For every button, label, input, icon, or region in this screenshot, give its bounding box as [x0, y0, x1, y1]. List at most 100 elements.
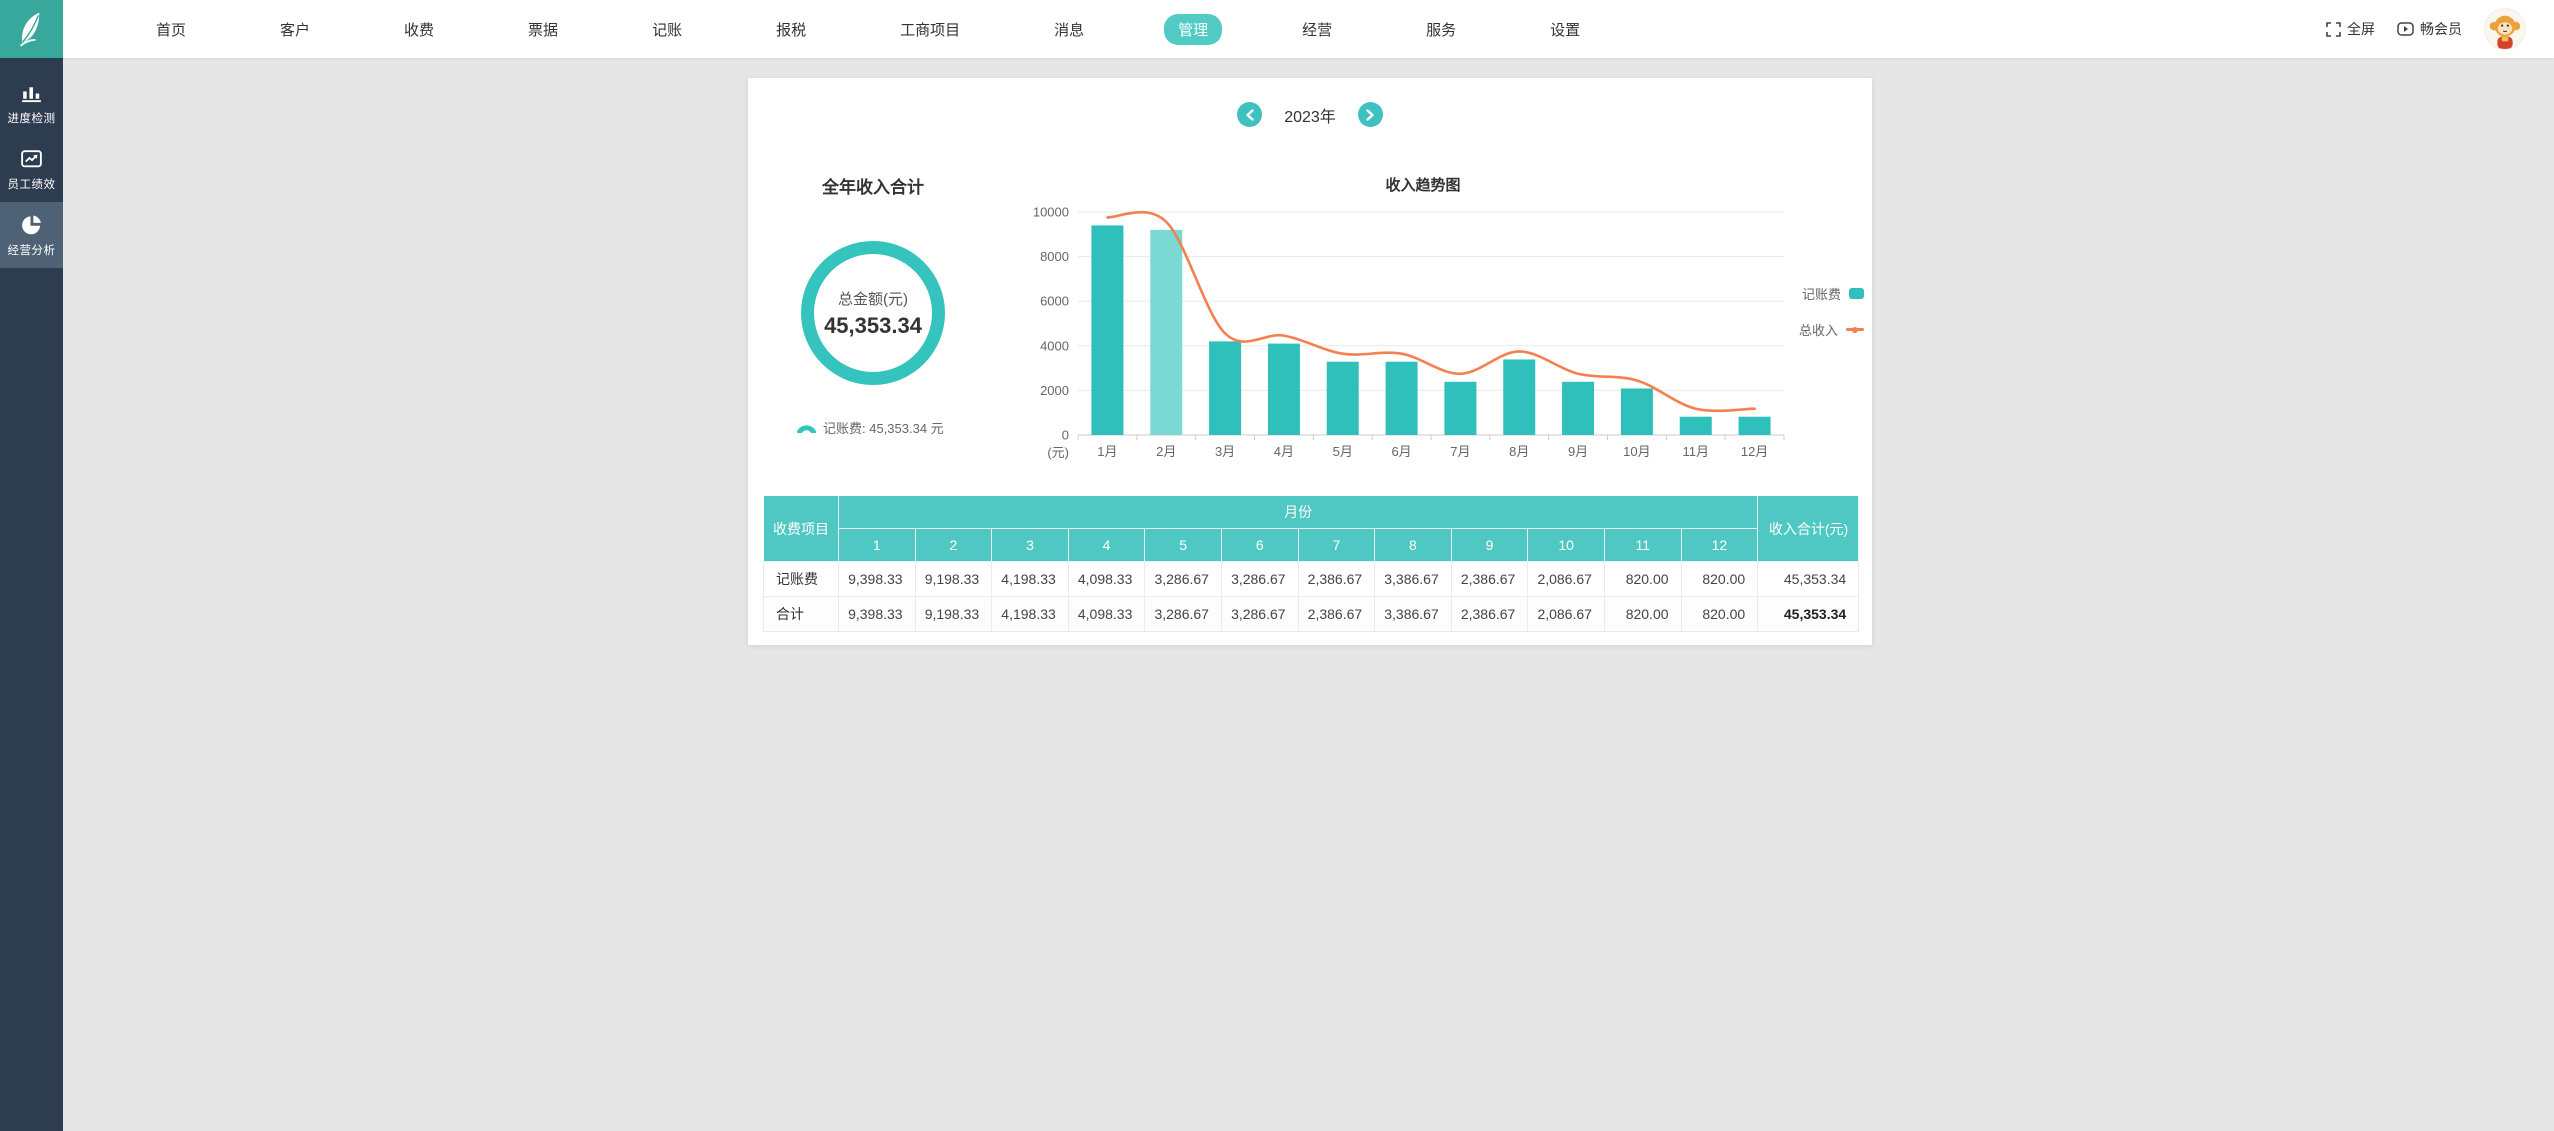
sidebar-item-label: 经营分析 [7, 245, 56, 257]
x-axis-label: 7月 [1450, 444, 1470, 459]
x-axis-label: 6月 [1391, 444, 1411, 459]
y-axis-tick-label: 8000 [1040, 249, 1069, 264]
nav-item-label: 消息 [1054, 21, 1085, 39]
monkey-avatar-icon [2485, 9, 2525, 49]
nav-item-客户[interactable]: 客户 [233, 0, 357, 58]
total-income-line [1106, 210, 1756, 413]
table-cell: 820.00 [1680, 596, 1759, 632]
nav-item-收费[interactable]: 收费 [357, 0, 481, 58]
bar-5月[interactable] [1326, 361, 1359, 435]
nav-item-label: 客户 [280, 21, 311, 39]
nav-item-label: 记账 [652, 21, 683, 39]
sidebar-item-label: 员工绩效 [7, 179, 56, 191]
nav-item-首页[interactable]: 首页 [109, 0, 233, 58]
y-axis-tick-label: 10000 [1033, 205, 1069, 220]
main-nav-menu: 首页 客户 收费 票据 记账 报税 工商项目 消息 管理 经营 服务 设置 [109, 0, 1627, 58]
fullscreen-button[interactable]: 全屏 [2326, 19, 2375, 39]
bar-4月[interactable] [1267, 343, 1300, 435]
arc-icon [797, 424, 816, 433]
nav-item-label: 票据 [528, 21, 559, 39]
pie-chart-icon [22, 215, 41, 235]
next-year-button[interactable] [1357, 102, 1383, 127]
table-cell: 9,398.33 [838, 561, 916, 597]
nav-item-经营[interactable]: 经营 [1255, 0, 1379, 58]
nav-right-tools: 全屏 畅会员 [2326, 8, 2526, 50]
legend-label: 总收入 [1798, 323, 1838, 338]
app-logo[interactable] [0, 0, 63, 58]
nav-item-label: 设置 [1550, 21, 1581, 39]
bar-7月[interactable] [1444, 381, 1477, 435]
table-cell: 820.00 [1680, 561, 1759, 597]
nav-item-label: 工商项目 [900, 21, 961, 39]
nav-item-管理[interactable]: 管理 [1131, 0, 1255, 58]
table-month-header: 6 [1220, 528, 1299, 562]
x-axis-label: 2月 [1156, 444, 1176, 459]
bar-11月[interactable] [1679, 416, 1712, 435]
annual-income-title: 全年收入合计 [822, 178, 924, 197]
nav-item-label: 经营 [1302, 21, 1333, 39]
x-axis-label: 10月 [1623, 444, 1650, 459]
nav-item-记账[interactable]: 记账 [605, 0, 729, 58]
legend-item-总收入[interactable]: 总收入 [1786, 320, 1864, 339]
table-cell: 3,286.67 [1144, 561, 1222, 597]
feather-logo-icon [19, 12, 39, 47]
nav-item-label: 服务 [1426, 21, 1457, 39]
bar-6月[interactable] [1385, 361, 1418, 435]
chart-legend: 记账费 总收入 [1786, 284, 1864, 339]
legend-item-记账费[interactable]: 记账费 [1786, 284, 1864, 303]
bar-9月[interactable] [1562, 381, 1595, 435]
table-month-header: 8 [1374, 528, 1452, 562]
bar-3月[interactable] [1209, 341, 1242, 435]
year-label: 2023年 [1284, 108, 1336, 126]
row-label: 记账费 [763, 561, 839, 597]
legend-label: 记账费 [1801, 287, 1841, 302]
table-cell: 3,286.67 [1220, 596, 1299, 632]
nav-item-label: 报税 [776, 21, 807, 39]
table-cell: 2,086.67 [1527, 596, 1605, 632]
sidebar-item-label: 进度检测 [7, 113, 56, 125]
table-month-header: 9 [1450, 528, 1529, 562]
table-corner-header: 收费项目 [763, 495, 839, 562]
prev-year-button[interactable] [1237, 102, 1263, 127]
table-month-header: 10 [1527, 528, 1605, 562]
table-month-header: 1 [838, 528, 916, 562]
bar-12月[interactable] [1738, 416, 1771, 435]
top-navbar: 首页 客户 收费 票据 记账 报税 工商项目 消息 管理 经营 服务 设置 全屏 畅会员 [0, 0, 2554, 58]
table-cell: 2,086.67 [1527, 561, 1605, 597]
fullscreen-label: 全屏 [2347, 21, 2375, 37]
dashboard-card: 2023年 全年收入合计 总金额(元) 45,353.34 记账费: 45,35… [748, 78, 1872, 645]
row-total: 45,353.34 [1757, 561, 1860, 597]
table-row-合计: 合计 9,398.33 9,198.33 4,198.33 4,098.33 3,286.… [763, 596, 1860, 632]
user-avatar[interactable] [2484, 8, 2526, 50]
table-cell: 820.00 [1603, 561, 1682, 597]
x-axis-label: 9月 [1568, 444, 1588, 459]
bar-10月[interactable] [1620, 388, 1653, 435]
table-cell: 9,398.33 [838, 596, 916, 632]
donut-legend-item[interactable]: 记账费: 45,353.34 元 [797, 418, 944, 437]
nav-item-工商项目[interactable]: 工商项目 [853, 0, 1007, 58]
income-trend-chart: 0 2000 4000 6000 8000 10000 (元) 1月 2月 3月 4月 5月 6月 7月 8… [1033, 205, 1785, 460]
member-label: 畅会员 [2420, 21, 2462, 37]
member-button[interactable]: 畅会员 [2397, 19, 2462, 39]
table-cell: 4,198.33 [991, 596, 1069, 632]
table-cell: 4,198.33 [991, 561, 1069, 597]
bar-2月[interactable] [1150, 229, 1183, 435]
nav-item-票据[interactable]: 票据 [481, 0, 605, 58]
sidebar-item-进度检测[interactable]: 进度检测 [0, 70, 63, 136]
sidebar-item-员工绩效[interactable]: 员工绩效 [0, 136, 63, 202]
nav-item-label: 首页 [156, 21, 187, 39]
table-month-header: 11 [1603, 528, 1682, 562]
nav-item-设置[interactable]: 设置 [1503, 0, 1627, 58]
x-axis-label: 4月 [1274, 444, 1294, 459]
sidebar-item-经营分析[interactable]: 经营分析 [0, 202, 63, 268]
sidebar: 进度检测员工绩效经营分析 [0, 58, 63, 1131]
table-row-记账费: 记账费 9,398.33 9,198.33 4,198.33 4,098.33 3,286… [763, 561, 1860, 597]
nav-item-服务[interactable]: 服务 [1379, 0, 1503, 58]
bar-8月[interactable] [1503, 359, 1536, 435]
nav-item-报税[interactable]: 报税 [729, 0, 853, 58]
nav-item-消息[interactable]: 消息 [1007, 0, 1131, 58]
row-total: 45,353.34 [1757, 596, 1860, 632]
year-selector: 2023年 [748, 102, 1872, 127]
bar-1月[interactable] [1091, 225, 1124, 435]
trend-chart-icon [21, 150, 42, 168]
